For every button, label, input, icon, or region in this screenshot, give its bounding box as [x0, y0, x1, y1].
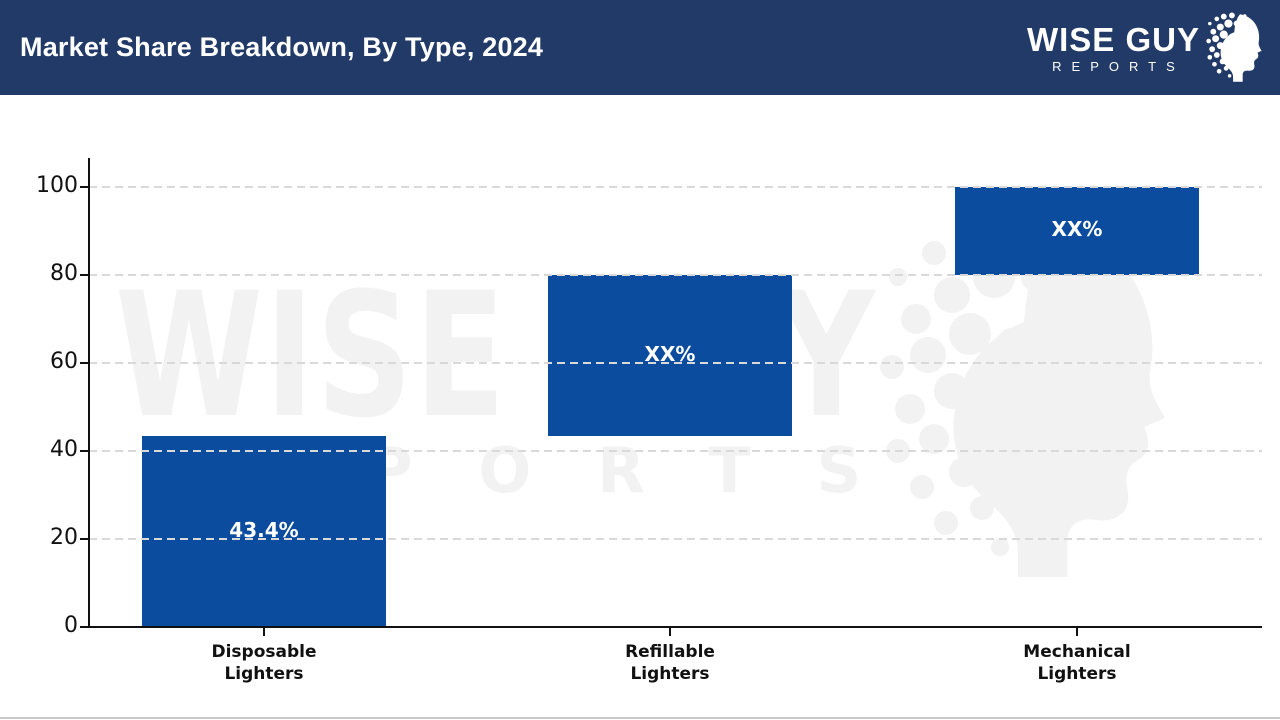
x-category-label: Mechanical Lighters	[1023, 642, 1131, 685]
y-tick-label: 60	[50, 349, 78, 374]
y-tick-mark	[80, 538, 88, 540]
bottom-border	[0, 717, 1280, 719]
x-tick-mark	[669, 628, 671, 636]
gridline	[89, 362, 1262, 364]
bar-value-label: 43.4%	[229, 517, 299, 542]
y-tick-label: 0	[64, 613, 78, 638]
y-tick-label: 20	[50, 525, 78, 550]
gridline	[89, 538, 1262, 540]
y-tick-label: 80	[50, 261, 78, 286]
x-axis-line	[88, 626, 1262, 628]
y-tick-label: 100	[36, 173, 78, 198]
y-tick-mark	[80, 362, 88, 364]
gridline	[89, 450, 1262, 452]
bar	[142, 436, 386, 627]
bar-value-label: XX%	[644, 341, 696, 366]
brand-text: WISE GUY REPORTS	[1027, 23, 1200, 73]
y-tick-mark	[80, 186, 88, 188]
gridline	[89, 274, 1262, 276]
x-category-label: Disposable Lighters	[211, 642, 317, 685]
brand-logo: WISE GUY REPORTS	[1027, 6, 1268, 90]
bar-chart: 0 20 40 60 80 100 43.4% Disposable Lighters XX% R…	[0, 95, 1280, 720]
bar	[955, 187, 1199, 275]
y-axis-line	[88, 158, 90, 628]
brand-subname: REPORTS	[1052, 59, 1185, 74]
y-tick-mark	[80, 274, 88, 276]
x-tick-mark	[1076, 628, 1078, 636]
x-category-label: Refillable Lighters	[625, 642, 715, 685]
x-tick-mark	[263, 628, 265, 636]
y-tick-mark	[80, 450, 88, 452]
brand-face-icon	[1206, 12, 1262, 82]
bar-value-label: XX%	[1051, 217, 1103, 241]
gridline	[89, 186, 1262, 188]
y-tick-label: 40	[50, 437, 78, 462]
page-title: Market Share Breakdown, By Type, 2024	[20, 32, 544, 62]
y-tick-mark	[80, 626, 88, 628]
header-bar: Market Share Breakdown, By Type, 2024 WI…	[0, 0, 1280, 95]
bar	[548, 275, 792, 437]
brand-name: WISE GUY	[1026, 21, 1200, 58]
